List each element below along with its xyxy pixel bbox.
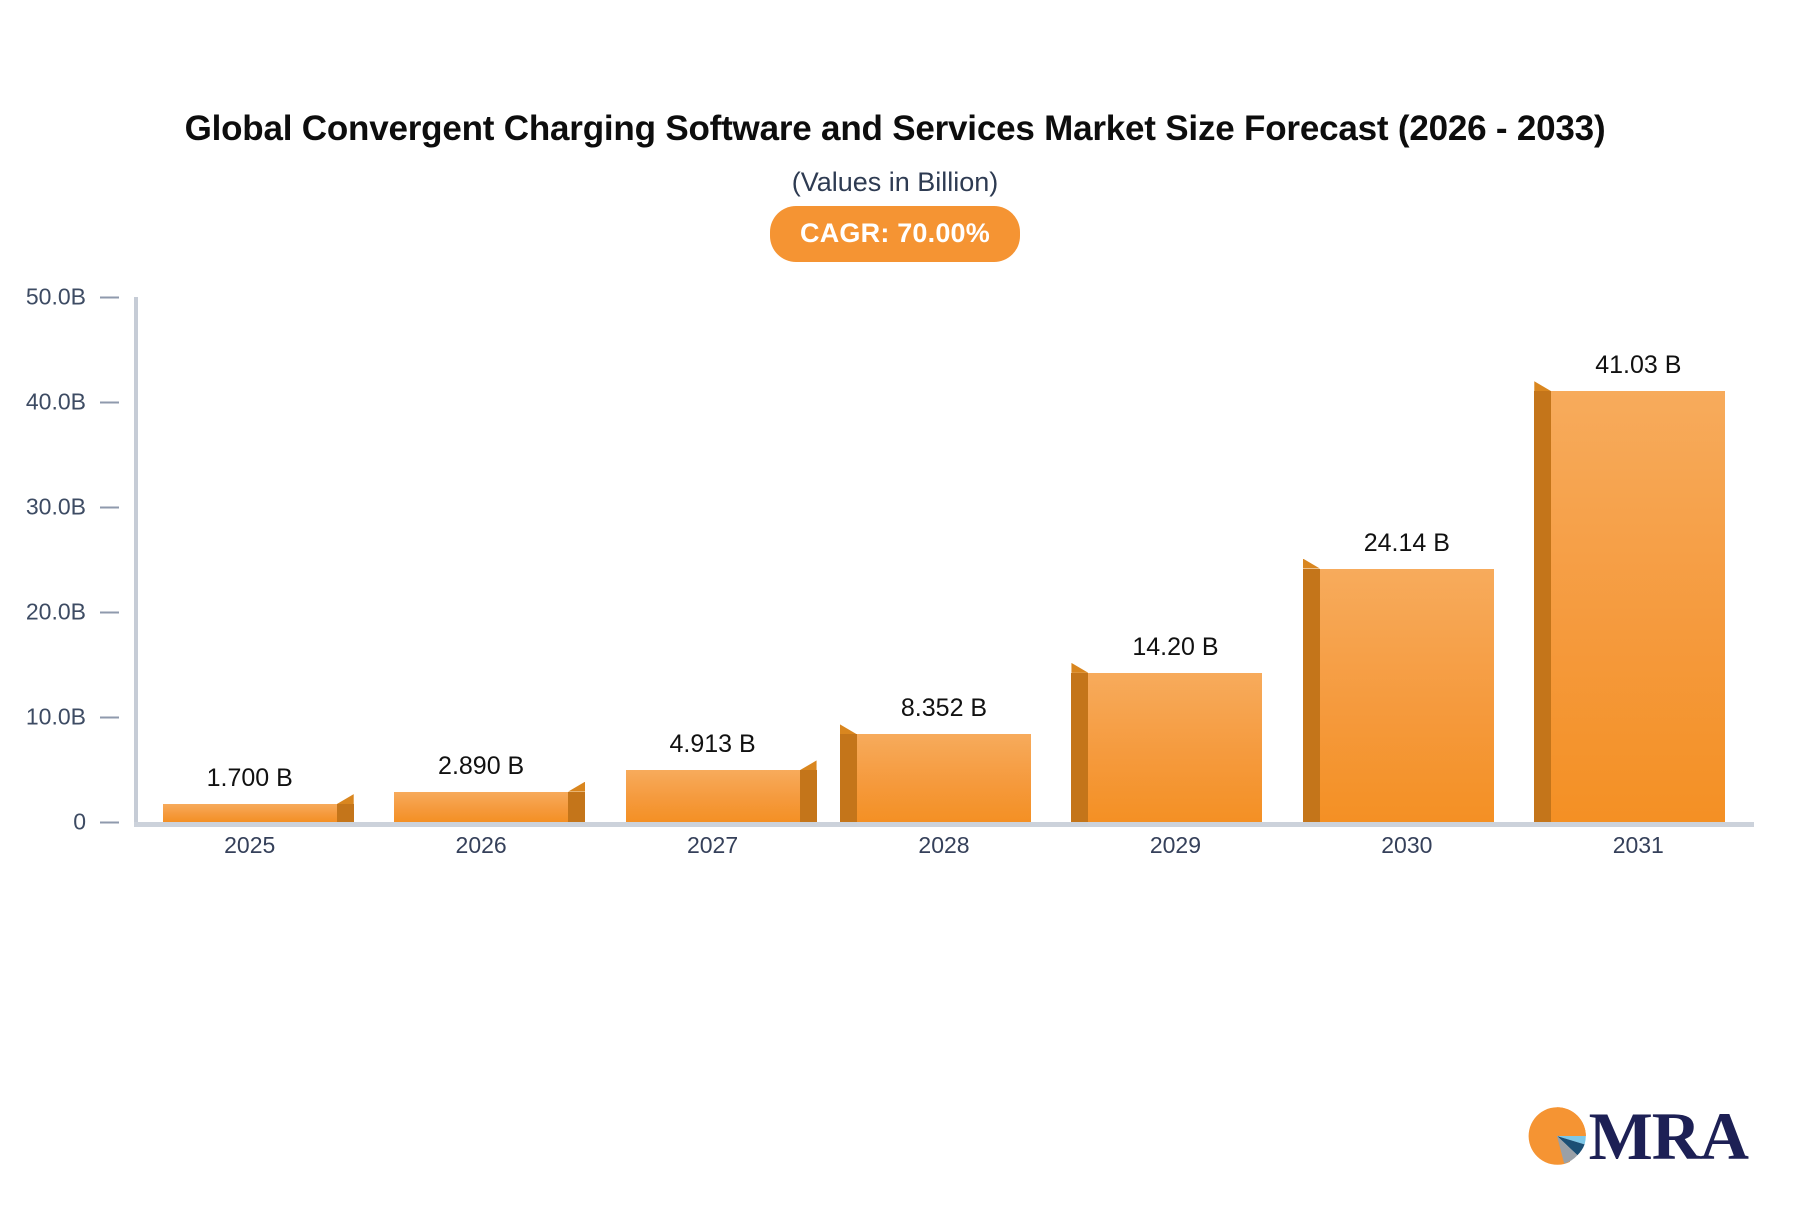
page-title: Global Convergent Charging Software and … xyxy=(184,109,1606,148)
y-tick-40.0B: 40.0B xyxy=(26,389,134,416)
bar-top-bevel xyxy=(568,781,586,792)
bar-side-face xyxy=(840,734,857,822)
logo-wordmark: MRA xyxy=(1588,1098,1749,1174)
bar-top-bevel xyxy=(840,724,857,735)
bar-value-label: 4.913 B xyxy=(669,730,756,759)
x-axis-labels: 2025 2026 2027 2028 2029 2030 2031 xyxy=(134,832,1754,872)
bar-value-label: 41.03 B xyxy=(1595,351,1682,380)
x-tick-label-2030: 2030 xyxy=(1381,832,1433,858)
bar-side-face xyxy=(568,791,586,822)
y-tick-mark xyxy=(100,401,119,403)
bar-front-face xyxy=(625,770,800,822)
pie-chart-icon xyxy=(1527,1106,1587,1166)
bar-front-face xyxy=(394,791,569,822)
chart-header: Global Convergent Charging Software and … xyxy=(0,0,1800,262)
y-tick-label: 50.0B xyxy=(25,283,86,310)
bar-2029[interactable]: 14.20 B xyxy=(1071,297,1263,822)
y-tick-0: 0 xyxy=(73,809,134,836)
bar-body[interactable]: 24.14 B xyxy=(1302,529,1494,822)
plot-area: 0 10.0B 20.0B 30.0B 40.0B 50.0B 1.700 B 2.890 … xyxy=(26,284,1754,835)
cagr-badge: CAGR: 70.00% xyxy=(770,205,1020,262)
bar-series: 1.700 B 2.890 B 4.913 B 8.352 B 14.20 B 24.14… xyxy=(134,297,1754,822)
bar-value-label: 14.20 B xyxy=(1132,632,1219,661)
y-tick-mark xyxy=(100,506,119,508)
bar-front-face xyxy=(1088,672,1263,822)
y-tick-label: 30.0B xyxy=(25,493,86,520)
x-tick-label-2031: 2031 xyxy=(1612,832,1664,858)
mra-logo: MRA xyxy=(1527,1098,1749,1174)
bar-top-bevel xyxy=(1534,381,1552,392)
bar-side-face xyxy=(799,770,817,822)
bar-front-face xyxy=(1319,568,1494,822)
bar-top-bevel xyxy=(336,794,354,805)
bar-2031[interactable]: 41.03 B xyxy=(1534,297,1726,822)
x-tick-label-2028: 2028 xyxy=(918,832,970,858)
bar-top-bevel xyxy=(1302,558,1320,569)
y-tick-mark xyxy=(100,611,119,613)
bar-2025[interactable]: 1.700 B xyxy=(162,297,354,822)
bar-side-face xyxy=(1534,391,1552,822)
bar-front-face xyxy=(162,804,337,822)
y-tick-30.0B: 30.0B xyxy=(26,494,134,521)
bar-body[interactable]: 41.03 B xyxy=(1534,351,1726,822)
y-tick-50.0B: 50.0B xyxy=(26,284,134,311)
bar-front-face xyxy=(857,734,1031,822)
bar-2027[interactable]: 4.913 B xyxy=(625,297,817,822)
y-tick-mark xyxy=(100,716,119,718)
x-tick-label-2027: 2027 xyxy=(686,832,739,858)
bar-top-bevel xyxy=(799,760,817,771)
y-tick-mark xyxy=(100,821,119,823)
bar-value-label: 24.14 B xyxy=(1363,528,1450,557)
y-tick-20.0B: 20.0B xyxy=(26,599,134,626)
x-axis-line xyxy=(134,822,1754,827)
bar-value-label: 2.890 B xyxy=(438,751,525,780)
bar-side-face xyxy=(1302,568,1320,822)
y-axis-line xyxy=(134,297,138,822)
bar-side-face xyxy=(1071,672,1089,822)
bar-2030[interactable]: 24.14 B xyxy=(1302,297,1494,822)
bar-2026[interactable]: 2.890 B xyxy=(394,297,586,822)
y-tick-label: 40.0B xyxy=(25,388,86,415)
bar-side-face xyxy=(336,804,354,822)
cagr-badge-container: CAGR: 70.00% xyxy=(105,205,1685,262)
bar-body[interactable]: 4.913 B xyxy=(625,730,817,822)
bar-top-bevel xyxy=(1071,662,1089,673)
chart-subtitle: (Values in Billion) xyxy=(791,166,999,197)
y-tick-label: 20.0B xyxy=(25,598,86,625)
y-tick-mark xyxy=(100,296,119,298)
bar-value-label: 8.352 B xyxy=(900,694,988,723)
bar-front-face xyxy=(1551,391,1726,822)
x-tick-label-2025: 2025 xyxy=(224,832,276,858)
y-tick-label: 10.0B xyxy=(25,703,86,730)
y-tick-label: 0 xyxy=(73,808,86,835)
bar-body[interactable]: 1.700 B xyxy=(162,764,354,822)
bar-value-label: 1.700 B xyxy=(206,764,293,793)
bar-body[interactable]: 14.20 B xyxy=(1071,633,1263,822)
bar-body[interactable]: 8.352 B xyxy=(840,694,1031,822)
x-tick-label-2026: 2026 xyxy=(455,832,507,858)
bar-body[interactable]: 2.890 B xyxy=(394,752,586,822)
bar-2028[interactable]: 8.352 B xyxy=(840,297,1031,822)
x-tick-label-2029: 2029 xyxy=(1149,832,1201,858)
y-tick-10.0B: 10.0B xyxy=(26,704,134,731)
